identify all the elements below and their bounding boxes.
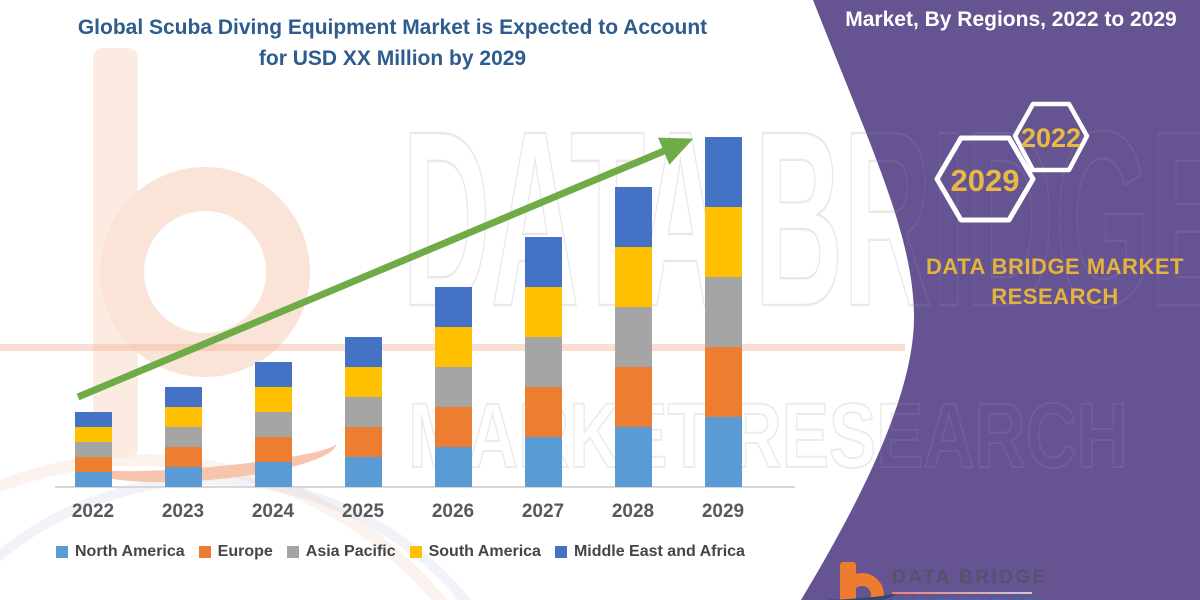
watermark-arc [0,475,471,600]
x-tick-2022: 2022 [71,501,115,522]
bar-segment-north-america [614,427,652,487]
bar-segment-europe [344,427,382,457]
brand-name: DATA BRIDGE MARKET RESEARCH [925,252,1185,312]
bar-segment-south-america [524,287,562,337]
bar-segment-asia-pacific [434,367,472,407]
bar-2025 [344,337,382,487]
purple-panel [801,0,1200,600]
page-title: Global Scuba Diving Equipment Market is … [35,12,750,74]
legend-swatch [198,546,211,558]
bar-2023 [164,387,202,487]
chart-legend: North America Europe Asia Pacific South Ame… [56,543,745,561]
hexagon-2022-year: 2022 [1021,123,1081,153]
page-title-line2: for USD XX Million by 2029 [258,47,527,70]
page-title-line1: Global Scuba Diving Equipment Market is … [77,16,708,39]
bar-segment-europe [434,407,472,447]
bar-2022 [74,412,112,487]
bar-2027 [524,237,562,487]
bar-segment-south-america [434,327,472,367]
brand-name-line2: RESEARCH [991,284,1119,309]
legend-item-south-america: South America [409,543,541,561]
x-tick-2027: 2027 [521,501,565,522]
bar-segment-middle-east-and-africa [74,412,112,427]
x-tick-2028: 2028 [611,501,655,522]
bar-segment-asia-pacific [254,412,292,437]
footer-logo-rule [892,592,1032,594]
legend-swatch [286,546,299,558]
bar-segment-asia-pacific [344,397,382,427]
x-axis-line [55,486,795,488]
bar-segment-south-america [614,247,652,307]
bar-2024 [254,362,292,487]
bar-segment-asia-pacific [704,277,742,347]
footer-logo: DATA BRIDGE MARKET RESEARCH [826,556,1106,600]
legend-label: North America [75,543,185,560]
bar-2029 [704,137,742,487]
bar-segment-europe [74,457,112,472]
bar-segment-north-america [524,437,562,487]
bar-segment-middle-east-and-africa [344,337,382,367]
bar-segment-middle-east-and-africa [704,137,742,207]
bar-segment-north-america [434,447,472,487]
bar-segment-south-america [74,427,112,442]
bar-segment-south-america [704,207,742,277]
bar-segment-south-america [164,407,202,427]
hexagon-2029-year: 2029 [951,163,1020,198]
legend-label: South America [428,543,541,560]
bar-segment-north-america [74,472,112,487]
hexagon-2029 [934,135,1036,223]
watermark-arc [0,454,447,600]
legend-swatch [554,546,567,558]
bar-segment-asia-pacific [74,442,112,457]
bar-segment-asia-pacific [614,307,652,367]
legend-swatch [56,546,68,558]
bar-segment-asia-pacific [524,337,562,387]
bar-segment-middle-east-and-africa [254,362,292,387]
bar-segment-asia-pacific [164,427,202,447]
bar-segment-north-america [344,457,382,487]
x-tick-2029: 2029 [701,501,745,522]
bar-segment-europe [704,347,742,417]
legend-label: Asia Pacific [305,543,396,560]
bar-2028 [614,187,652,487]
bar-segment-north-america [704,417,742,487]
legend-item-north-america: North America [56,543,185,561]
x-tick-2026: 2026 [431,501,475,522]
bar-segment-south-america [344,367,382,397]
legend-swatch [409,546,422,558]
legend-label: Middle East and Africa [573,543,745,560]
brand-name-line1: DATA BRIDGE MARKET [926,254,1184,279]
x-tick-2023: 2023 [161,501,205,522]
legend-item-middle-east-and-africa: Middle East and Africa [554,543,745,561]
bar-segment-north-america [254,462,292,487]
bar-segment-middle-east-and-africa [524,237,562,287]
footer-logo-swoosh-icon [827,586,897,600]
x-tick-2025: 2025 [341,501,385,522]
bar-segment-europe [254,437,292,462]
bar-segment-middle-east-and-africa [434,287,472,327]
hexagon-2022 [1012,101,1090,173]
bar-segment-europe [164,447,202,467]
legend-label: Europe [217,543,273,560]
legend-item-asia-pacific: Asia Pacific [286,543,396,561]
bar-segment-europe [614,367,652,427]
footer-logo-name: DATA BRIDGE [892,567,1048,588]
bar-segment-middle-east-and-africa [614,187,652,247]
x-tick-2024: 2024 [251,501,295,522]
panel-header: Market, By Regions, 2022 to 2029 [845,8,1177,31]
footer-logo-subtitle: MARKET RESEARCH [893,596,1045,600]
bar-segment-europe [524,387,562,437]
bar-segment-middle-east-and-africa [164,387,202,407]
bar-2026 [434,287,472,487]
bar-segment-north-america [164,467,202,487]
legend-item-europe: Europe [198,543,273,561]
bar-segment-south-america [254,387,292,412]
